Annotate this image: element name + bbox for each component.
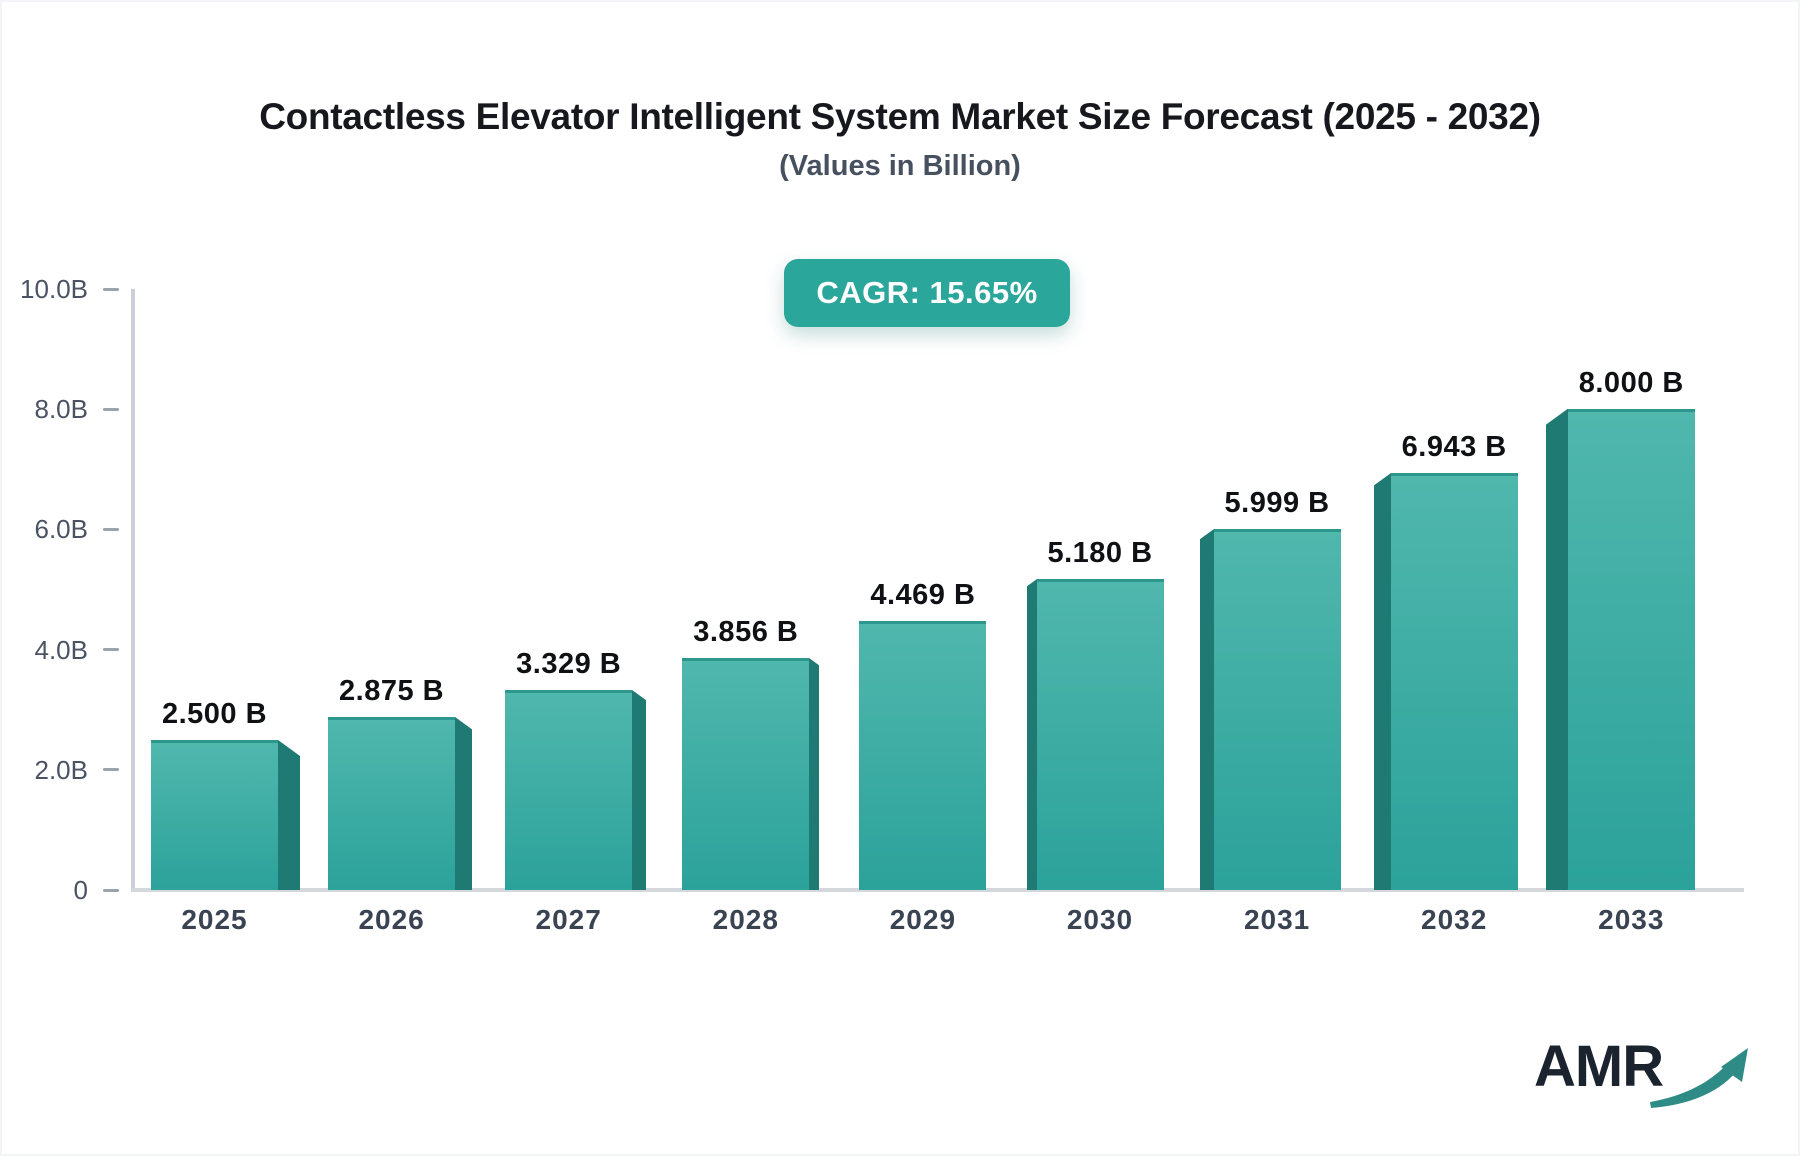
bar-face	[1567, 409, 1695, 890]
x-tick-label: 2028	[712, 904, 779, 935]
chart-subtitle: (Values in Billion)	[779, 150, 1021, 182]
bar-face	[1390, 472, 1518, 890]
chart-title: Contactless Elevator Intelligent System …	[259, 96, 1541, 137]
bar-side-face	[632, 689, 647, 890]
bar-side-face	[1199, 529, 1214, 890]
bar-face	[328, 717, 456, 890]
amr-logo: AMR	[1534, 1038, 1749, 1110]
x-tick-label: 2029	[889, 904, 957, 935]
bar-value-label: 2.500 B	[161, 697, 268, 730]
y-tick-dash	[103, 648, 119, 652]
x-tick-label: 2031	[1243, 904, 1311, 935]
bar-side-face	[1026, 578, 1037, 890]
y-axis-line	[131, 289, 135, 890]
y-tick-label: 6.0B	[34, 514, 89, 545]
plot-area	[2, 252, 1798, 890]
bar-side-face	[1546, 409, 1568, 890]
bar-value-label: 8.000 B	[1578, 367, 1684, 400]
bar-side-face	[809, 658, 820, 890]
bar-value-label: 3.856 B	[693, 616, 799, 649]
x-tick-label: 2027	[535, 904, 602, 935]
y-tick-label: 4.0B	[34, 634, 89, 665]
bar-value-label: 5.999 B	[1224, 487, 1330, 520]
x-tick-label: 2033	[1598, 904, 1665, 935]
bar-face	[859, 621, 987, 890]
x-tick-label: 2030	[1066, 904, 1134, 935]
bar-value-label: 3.329 B	[516, 647, 622, 680]
y-tick-dash	[103, 888, 119, 892]
y-tick-dash	[103, 527, 119, 531]
x-tick-label: 2025	[181, 904, 248, 935]
growth-arrow-icon	[1650, 1048, 1749, 1108]
cagr-badge: CAGR: 15.65%	[784, 259, 1070, 327]
y-tick-label: 2.0B	[34, 754, 89, 785]
bar-face	[505, 689, 633, 890]
bar-value-label: 5.180 B	[1047, 536, 1153, 569]
bar-face	[1036, 578, 1164, 890]
y-tick-dash	[103, 287, 119, 291]
bar-value-label: 2.875 B	[339, 675, 445, 708]
bar-face	[682, 658, 810, 890]
bar-face	[151, 739, 278, 890]
y-tick-label: 0	[73, 875, 88, 905]
bar-value-label: 6.943 B	[1401, 430, 1507, 463]
amr-logo-text: AMR	[1534, 1034, 1664, 1099]
bar-face	[1213, 529, 1341, 890]
cagr-badge-label: CAGR: 15.65%	[816, 275, 1038, 310]
bar-side-face	[278, 739, 300, 890]
x-tick-label: 2032	[1421, 904, 1488, 935]
bar-side-face	[455, 717, 473, 890]
x-axis-line	[131, 888, 1744, 892]
y-tick-label: 10.0B	[20, 274, 88, 304]
bar-value-label: 4.469 B	[870, 579, 976, 612]
y-tick-dash	[103, 768, 119, 772]
x-tick-label: 2026	[358, 904, 425, 935]
bar-side-face	[1373, 472, 1391, 890]
y-tick-label: 8.0B	[34, 394, 89, 425]
y-tick-dash	[103, 407, 119, 411]
